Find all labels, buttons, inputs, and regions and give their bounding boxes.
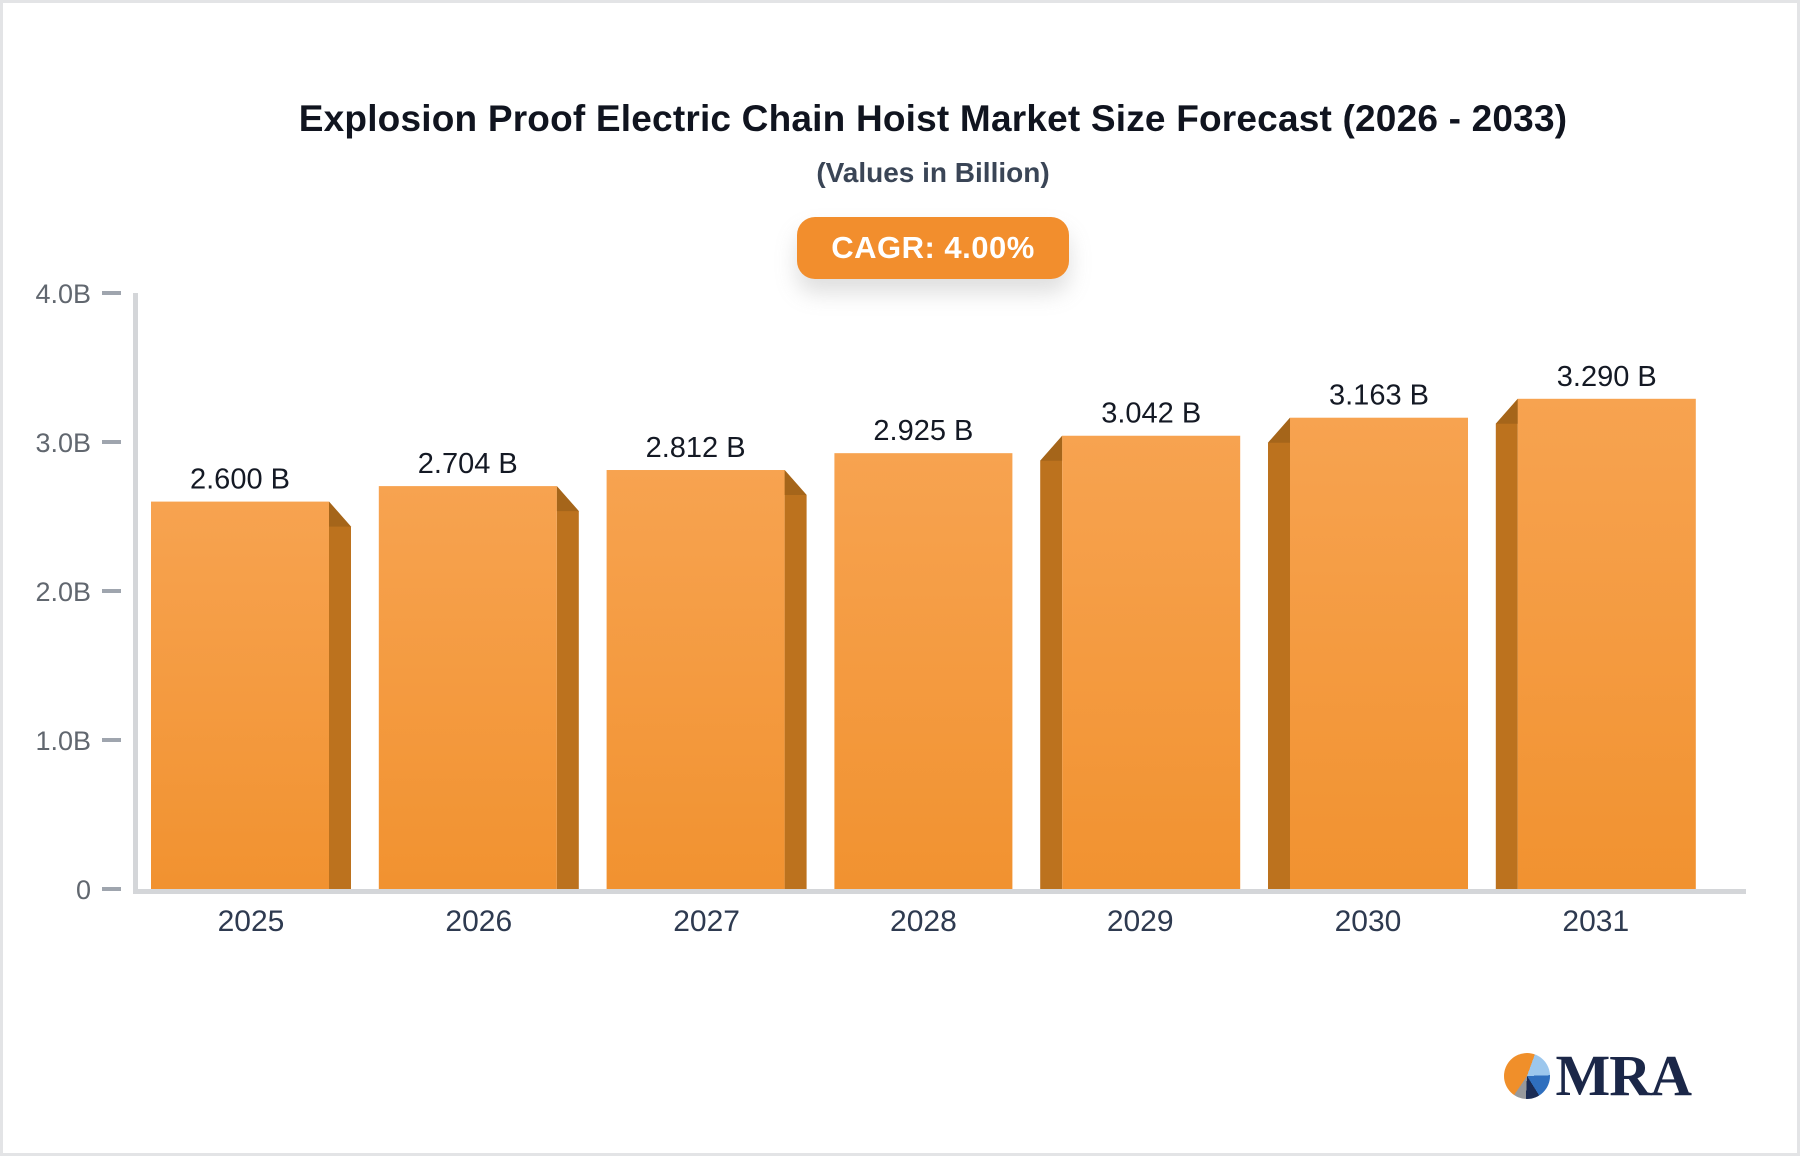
bar-value-label: 2.812 B xyxy=(646,432,746,464)
bar xyxy=(834,453,1013,889)
bar-side-face xyxy=(1268,417,1290,889)
y-tick-mark xyxy=(102,589,121,593)
y-tick-label: 1.0B xyxy=(35,726,91,756)
x-axis-line xyxy=(133,889,1746,894)
logo-text: MRA xyxy=(1555,1043,1692,1108)
x-axis-category-label: 2028 xyxy=(890,905,957,938)
bar-bevel xyxy=(784,470,807,496)
y-tick-mark xyxy=(102,887,121,891)
x-axis-category-label: 2027 xyxy=(673,905,740,938)
cagr-badge: CAGR: 4.00% xyxy=(797,217,1069,280)
bar xyxy=(151,501,329,889)
y-tick-mark xyxy=(102,738,121,742)
bar xyxy=(1290,417,1468,889)
bar-value-label: 3.163 B xyxy=(1329,380,1429,412)
x-axis-category-label: 2026 xyxy=(445,905,512,938)
x-axis-category-label: 2031 xyxy=(1562,905,1629,938)
chart-header: Explosion Proof Electric Chain Hoist Mar… xyxy=(3,3,1797,280)
y-tick-label: 3.0B xyxy=(35,428,91,458)
bar xyxy=(1517,398,1696,889)
x-axis-category-label: 2030 xyxy=(1335,905,1402,938)
bar-side-face xyxy=(329,501,351,889)
bar xyxy=(606,470,785,889)
bar-value-label: 3.042 B xyxy=(1101,398,1201,430)
bar-bevel xyxy=(1040,435,1063,461)
y-tick-mark xyxy=(102,291,121,295)
bar xyxy=(378,486,557,889)
bar-value-label: 2.600 B xyxy=(190,464,290,496)
bar-chart: 0 1.0B 2.0B 3.0B 4.0B 2.600 B 2025 2.704 B 2026 2… xyxy=(35,279,1746,938)
bar-bevel xyxy=(556,486,579,512)
bar-side-face xyxy=(556,486,579,889)
bar-bevel xyxy=(329,501,351,527)
bar-bevel xyxy=(1495,398,1518,424)
mra-logo: MRA xyxy=(1504,1043,1692,1108)
y-tick-label: 4.0B xyxy=(35,279,91,309)
y-tick-mark xyxy=(102,440,121,444)
bar-side-face xyxy=(1495,398,1518,889)
bar-value-label: 2.704 B xyxy=(418,448,518,480)
bar-side-face xyxy=(1040,435,1063,889)
y-tick-label: 2.0B xyxy=(35,577,91,607)
x-axis-category-label: 2029 xyxy=(1107,905,1174,938)
bar-value-label: 3.290 B xyxy=(1557,361,1657,393)
y-tick-label: 0 xyxy=(76,875,91,905)
bar-side-face xyxy=(784,470,807,889)
chart-subtitle: (Values in Billion) xyxy=(816,157,1050,189)
bar-value-label: 2.925 B xyxy=(873,415,973,447)
bar xyxy=(1062,435,1241,889)
chart-title: Explosion Proof Electric Chain Hoist Mar… xyxy=(298,98,1568,139)
x-axis-category-label: 2025 xyxy=(218,905,285,938)
y-axis-line xyxy=(133,293,138,894)
pie-chart-logo-icon xyxy=(1504,1053,1551,1099)
bar-bevel xyxy=(1268,417,1290,443)
